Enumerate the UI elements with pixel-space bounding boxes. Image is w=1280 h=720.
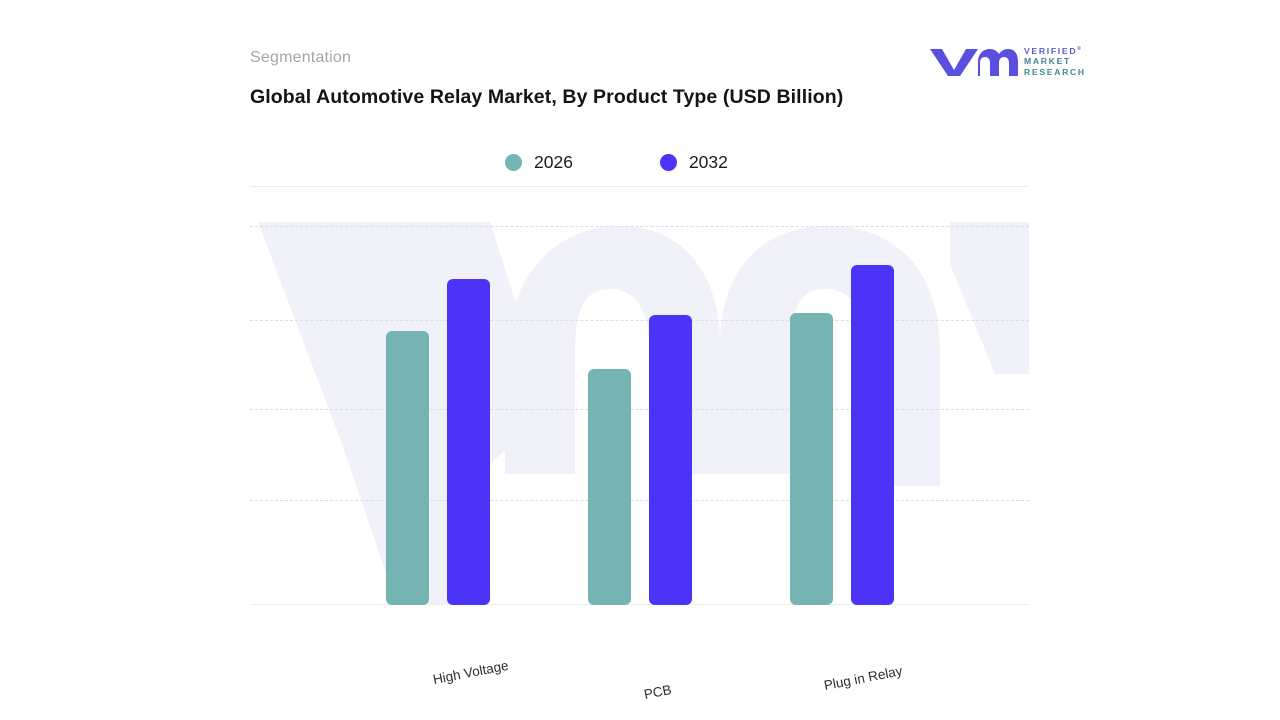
x-label-high-voltage-relay: High Voltage Relay	[425, 623, 526, 720]
brand-logo: VERIFIED® MARKET RESEARCH	[928, 44, 1084, 78]
gridline-4	[250, 500, 1029, 501]
bar-2026-high-voltage-relay[interactable]	[386, 331, 429, 605]
legend-divider	[250, 186, 1029, 187]
x-label-pcb: PCB	[636, 648, 679, 720]
vm-logo-icon	[930, 49, 1018, 76]
x-label-high-voltage-relay-line2: Relay	[441, 707, 519, 720]
legend-swatch-2026	[505, 153, 522, 171]
x-axis-line	[250, 604, 1029, 605]
registered-icon: ®	[1077, 46, 1083, 52]
background-watermark	[250, 204, 1029, 605]
bar-2032-high-voltage-relay[interactable]	[447, 279, 490, 605]
legend-item-2032[interactable]: 2032	[659, 151, 728, 173]
logo-line-2: MARKET	[1024, 56, 1071, 67]
gridline-1	[250, 226, 1029, 227]
x-label-plug-in-relay: Plug in Relay	[816, 629, 910, 720]
x-axis-labels: High Voltage Relay PCB Plug in Relay	[250, 605, 1029, 720]
bar-2032-pcb[interactable]	[649, 315, 692, 605]
legend-swatch-2032	[659, 153, 677, 171]
logo-line-3: RESEARCH	[1024, 67, 1086, 78]
legend-label-2032: 2032	[688, 151, 728, 172]
segmentation-kicker: Segmentation	[250, 49, 352, 66]
x-label-plug-in-relay-line1: Plug in Relay	[822, 663, 904, 694]
bar-2026-pcb[interactable]	[588, 369, 631, 605]
bar-2026-plug-in-relay[interactable]	[790, 313, 833, 605]
page-title: Global Automotive Relay Market, By Produ…	[250, 86, 844, 108]
logo-wordmark: VERIFIED® MARKET RESEARCH	[1024, 44, 1086, 78]
chart-legend: 2026 2032	[505, 150, 728, 174]
legend-item-2026[interactable]: 2026	[505, 152, 573, 173]
gridline-3	[250, 409, 1029, 410]
plot-area	[250, 204, 1029, 605]
x-label-pcb-line1: PCB	[642, 682, 673, 703]
logo-line-1: VERIFIED	[1024, 45, 1078, 56]
gridline-2	[250, 320, 1029, 321]
legend-label-2026: 2026	[534, 151, 573, 172]
x-label-high-voltage-relay-line1: High Voltage	[431, 657, 510, 688]
bar-2032-plug-in-relay[interactable]	[851, 265, 894, 605]
